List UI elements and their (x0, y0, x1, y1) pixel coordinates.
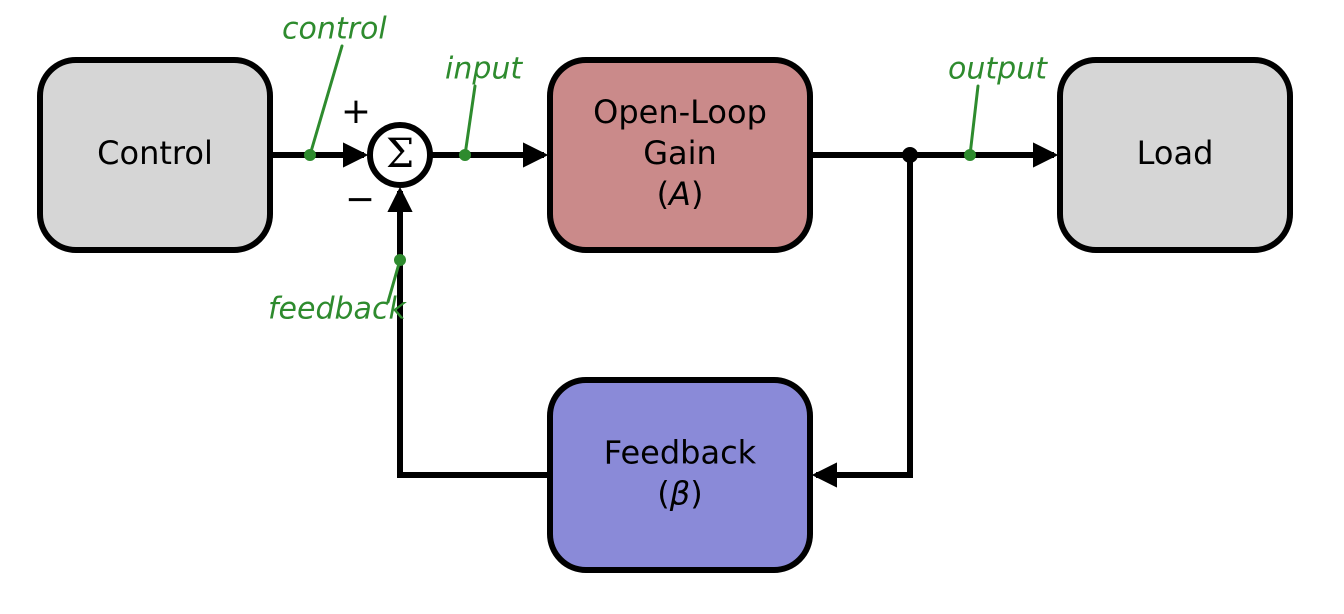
feedback-block: Feedback(β) (550, 380, 810, 570)
annotation-feedback-label: feedback (268, 292, 407, 327)
edge-feedback-to-sum (400, 191, 550, 475)
feedback-label-0: Feedback (604, 434, 757, 472)
gain-block: Open-LoopGain(A) (550, 60, 810, 250)
annotation-output-label: output (948, 52, 1048, 87)
edge-branch-to-feedback (816, 155, 910, 475)
plus-sign: + (341, 91, 371, 132)
annotation-input-label: input (445, 52, 523, 87)
annotation-input: input (445, 52, 523, 162)
load-label-0: Load (1137, 134, 1214, 172)
gain-label-0: Open-Loop (593, 93, 767, 131)
annotation-control-label: control (282, 12, 387, 47)
annotation-output: output (948, 52, 1048, 162)
control-block: Control (40, 60, 270, 250)
minus-sign: − (345, 179, 375, 220)
load-block: Load (1060, 60, 1290, 250)
control-label-0: Control (97, 134, 213, 172)
feedback-label-1: (β) (657, 474, 702, 512)
gain-label-1: Gain (643, 134, 717, 172)
sigma-symbol: Σ (386, 131, 414, 177)
annotation-feedback: feedback (268, 254, 407, 327)
gain-label-2: (A) (657, 175, 704, 213)
